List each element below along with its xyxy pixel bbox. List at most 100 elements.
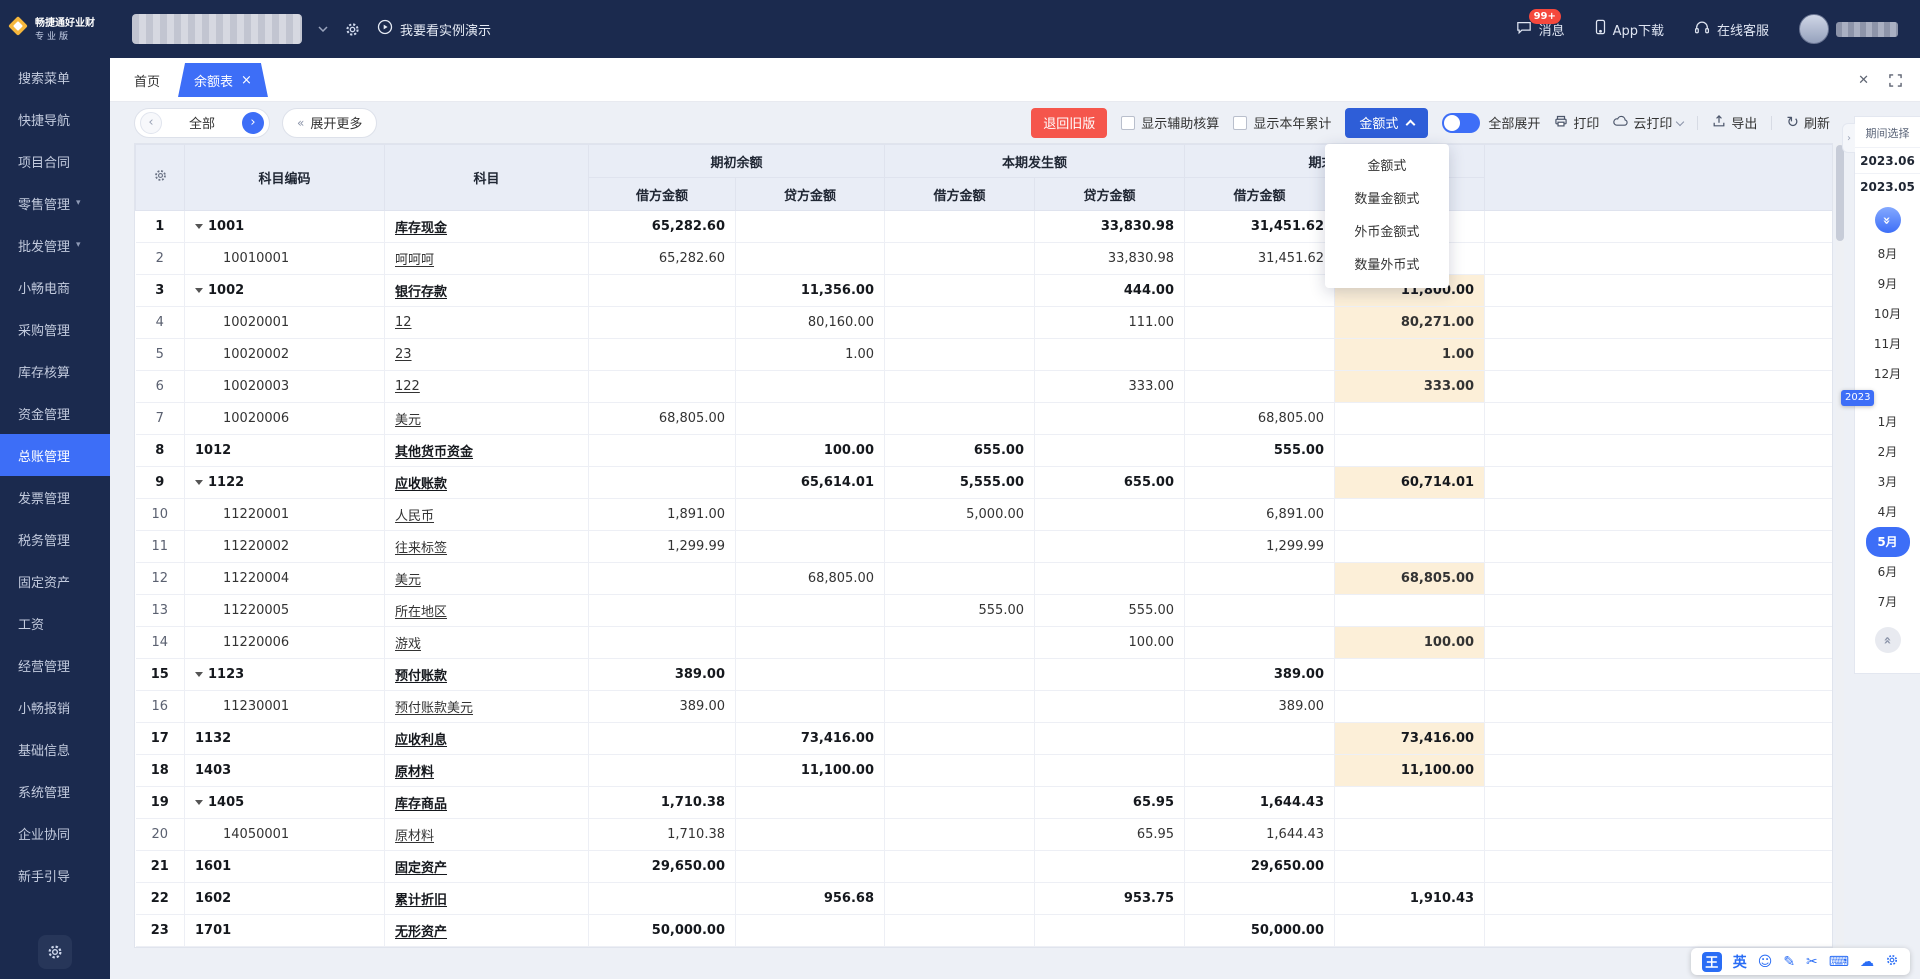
account-name-link[interactable]: 应收利息	[395, 733, 448, 748]
messages-link[interactable]: 99+ 消息	[1516, 8, 1565, 39]
account-name-link[interactable]: 美元	[395, 413, 422, 428]
format-menu-item[interactable]: 金额式	[1367, 158, 1407, 174]
app-download-link[interactable]: App下载	[1595, 19, 1664, 39]
format-menu-item[interactable]: 数量外币式	[1354, 257, 1420, 273]
sidebar-item[interactable]: 企业协同 ▾	[0, 812, 110, 854]
account-scope-select[interactable]: ‹ 全部 ›	[134, 107, 270, 138]
sidebar-item[interactable]: 项目合同 ▾	[0, 140, 110, 182]
ime-settings-gear-icon[interactable]	[1885, 953, 1899, 971]
close-all-tabs-icon[interactable]: ✕	[1858, 72, 1869, 88]
sidebar-item[interactable]: 搜索菜单 ▾	[0, 56, 110, 98]
sidebar-item[interactable]: 固定资产 ▾	[0, 560, 110, 602]
tab-close-icon[interactable]: ×	[241, 72, 252, 88]
month-item[interactable]: 10月	[1873, 307, 1902, 321]
format-menu-item[interactable]: 数量金额式	[1354, 191, 1420, 207]
checkbox-icon[interactable]	[1121, 115, 1136, 130]
month-item[interactable]: 6月	[1877, 565, 1898, 579]
period-year-item[interactable]: 2023.05	[1855, 173, 1920, 199]
period-year-item[interactable]: 2023.06	[1855, 147, 1920, 173]
gear-icon[interactable]	[344, 21, 361, 38]
ime-mode-toggle[interactable]: 英	[1732, 954, 1747, 971]
column-settings-icon[interactable]	[135, 144, 185, 211]
expand-triangle-icon[interactable]	[195, 800, 203, 805]
ime-tool-icon[interactable]: ✎	[1783, 953, 1796, 970]
sidebar-item[interactable]: 税务管理 ▾	[0, 518, 110, 560]
back-to-old-button[interactable]: 退回旧版	[1031, 107, 1108, 138]
account-name-link[interactable]: 累计折旧	[395, 893, 448, 908]
sidebar-item[interactable]: 工资 ▾	[0, 602, 110, 644]
account-name-link[interactable]: 库存商品	[395, 797, 448, 812]
sidebar-item[interactable]: 资金管理 ▾	[0, 392, 110, 434]
account-name-link[interactable]: 库存现金	[395, 221, 448, 236]
checkbox-icon[interactable]	[1233, 115, 1248, 130]
account-name-link[interactable]: 预付账款	[395, 669, 448, 684]
sidebar-item[interactable]: 批发管理 ▾	[0, 224, 110, 266]
online-support-link[interactable]: 在线客服	[1694, 20, 1769, 39]
user-avatar[interactable]	[1799, 14, 1829, 44]
workspace-selector-blurred[interactable]	[132, 14, 302, 44]
account-name-link[interactable]: 122	[395, 379, 420, 394]
expand-more-button[interactable]: « 展开更多	[282, 107, 378, 138]
month-item[interactable]: 4月	[1877, 505, 1898, 519]
ime-tool-icon[interactable]: ☺	[1757, 953, 1773, 970]
account-name-link[interactable]: 23	[395, 347, 412, 362]
demo-link[interactable]: 我要看实例演示	[377, 19, 491, 39]
account-name-link[interactable]: 人民币	[395, 509, 435, 524]
fullscreen-icon[interactable]	[1889, 73, 1902, 87]
expand-triangle-icon[interactable]	[195, 288, 203, 293]
sidebar-item[interactable]: 快捷导航 ▾	[0, 98, 110, 140]
next-period-icon[interactable]: ›	[242, 111, 264, 134]
account-name-link[interactable]: 银行存款	[395, 285, 448, 300]
refresh-button[interactable]: ↻ 刷新	[1786, 113, 1830, 133]
ime-logo[interactable]: 王	[1701, 951, 1722, 972]
sidebar-item[interactable]: 发票管理 ▾	[0, 476, 110, 518]
scroll-down-button[interactable]: «	[1874, 627, 1901, 653]
vertical-scrollbar[interactable]	[1836, 143, 1844, 973]
sidebar-item[interactable]: 系统管理 ▾	[0, 770, 110, 812]
sidebar-item[interactable]: 总账管理 ▾	[0, 434, 110, 476]
format-menu-item[interactable]: 外币金额式	[1354, 224, 1420, 240]
sidebar-item[interactable]: 经营管理 ▾	[0, 644, 110, 686]
tab[interactable]: 首页 ×	[116, 58, 178, 102]
month-item[interactable]: 7月	[1877, 595, 1898, 609]
account-name-link[interactable]: 原材料	[395, 765, 435, 780]
print-button[interactable]: 打印	[1554, 113, 1599, 132]
sidebar-item[interactable]: 库存核算 ▾	[0, 350, 110, 392]
account-name-link[interactable]: 应收账款	[395, 477, 448, 492]
aux-accounting-checkbox[interactable]: 显示辅助核算	[1121, 113, 1219, 132]
ime-tool-icon[interactable]: ☁	[1860, 953, 1874, 970]
ime-tool-icon[interactable]: ✂	[1806, 953, 1818, 970]
account-name-link[interactable]: 其他货币资金	[395, 445, 474, 460]
sidebar-settings-gear-icon[interactable]	[38, 935, 72, 969]
month-item[interactable]: 8月	[1877, 247, 1898, 261]
month-item[interactable]: 9月	[1877, 277, 1898, 291]
expand-triangle-icon[interactable]	[195, 224, 203, 229]
sidebar-item[interactable]: 小畅报销 ▾	[0, 686, 110, 728]
format-select-button[interactable]: 金额式	[1345, 107, 1429, 138]
export-button[interactable]: 导出	[1712, 113, 1757, 132]
month-item[interactable]: 5月	[1865, 527, 1910, 557]
account-name-link[interactable]: 往来标签	[395, 541, 448, 556]
scroll-up-button[interactable]: «	[1874, 207, 1901, 233]
month-item[interactable]: 3月	[1877, 475, 1898, 489]
chevron-down-icon[interactable]	[318, 26, 328, 32]
sidebar-item[interactable]: 采购管理 ▾	[0, 308, 110, 350]
account-name-link[interactable]: 无形资产	[395, 925, 448, 940]
scrollbar-thumb[interactable]	[1836, 145, 1844, 241]
sidebar-item[interactable]: 零售管理 ▾	[0, 182, 110, 224]
month-item[interactable]: 11月	[1873, 337, 1902, 351]
sidebar-item[interactable]: 新手引导 ▾	[0, 854, 110, 896]
sidebar-item[interactable]: 小畅电商 ▾	[0, 266, 110, 308]
account-name-link[interactable]: 固定资产	[395, 861, 448, 876]
ytd-checkbox[interactable]: 显示本年累计	[1233, 113, 1331, 132]
account-name-link[interactable]: 呵呵呵	[395, 253, 435, 268]
account-name-link[interactable]: 美元	[395, 573, 422, 588]
expand-triangle-icon[interactable]	[195, 480, 203, 485]
month-item[interactable]: 12月	[1873, 367, 1902, 381]
month-item[interactable]: 2月	[1877, 445, 1898, 459]
account-name-link[interactable]: 游戏	[395, 637, 422, 652]
account-name-link[interactable]: 12	[395, 315, 412, 330]
cloud-print-button[interactable]: 云打印	[1613, 113, 1685, 132]
expand-triangle-icon[interactable]	[195, 672, 203, 677]
ime-tool-icon[interactable]: ⌨	[1828, 953, 1849, 970]
